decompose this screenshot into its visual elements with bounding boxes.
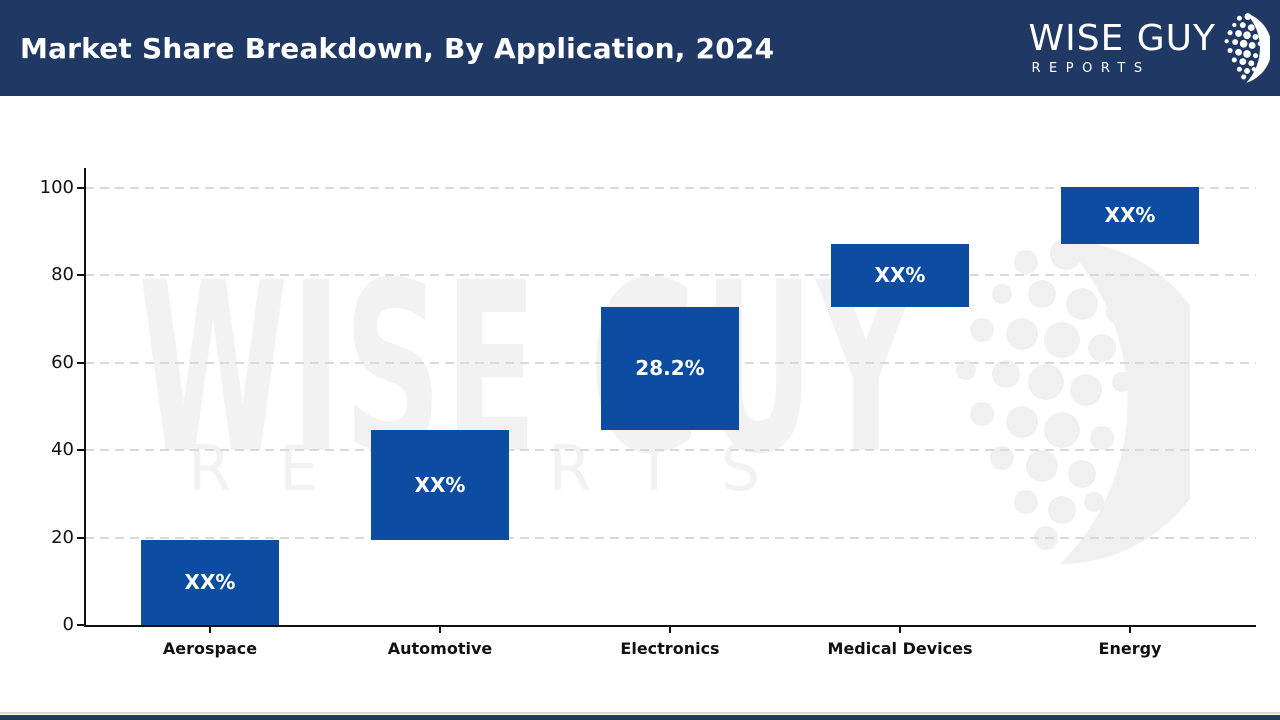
x-axis-label-aerospace: Aerospace <box>162 639 258 658</box>
watermark-head-icon <box>956 238 1190 564</box>
y-axis-tick <box>77 624 85 626</box>
gridline-100 <box>85 186 1256 189</box>
y-axis-tick-label: 40 <box>51 439 74 460</box>
x-axis-tick <box>1129 625 1131 633</box>
watermark-wordmark: WISE GUY <box>138 233 918 506</box>
gridline-80 <box>85 274 1256 276</box>
x-axis-tick <box>209 625 211 633</box>
y-axis-tick-label: 100 <box>39 176 74 198</box>
bar-medical-devices: XX% <box>831 243 969 307</box>
bar-value-label-electronics: 28.2% <box>635 356 705 381</box>
x-axis-label-electronics: Electronics <box>620 639 720 658</box>
y-axis-tick <box>77 361 85 364</box>
y-axis-tick <box>77 536 85 539</box>
y-axis-tick <box>77 449 85 451</box>
y-axis-line <box>84 168 86 627</box>
chart-title: Market Share Breakdown, By Application, … <box>20 31 775 65</box>
bar-energy: XX% <box>1061 186 1199 244</box>
y-axis-tick-label: 60 <box>51 351 74 373</box>
bar-aerospace: XX% <box>141 539 279 625</box>
bar-automotive: XX% <box>371 429 509 540</box>
wiseguy-logo: WISE GUY REPORTS <box>1028 6 1270 90</box>
header: Market Share Breakdown, By Application, … <box>0 0 1280 96</box>
x-axis-label-medical-devices: Medical Devices <box>827 639 973 658</box>
footer-accent-bar <box>0 715 1280 720</box>
logo-text: WISE GUY REPORTS <box>1028 18 1217 76</box>
bar-value-label-aerospace: XX% <box>184 570 236 595</box>
bar-value-label-automotive: XX% <box>414 472 466 497</box>
logo-wordmark: WISE GUY <box>1028 18 1216 59</box>
gridline-40 <box>85 449 1256 451</box>
y-axis-tick-label: 0 <box>62 614 74 635</box>
x-axis-label-energy: Energy <box>1098 639 1162 658</box>
y-axis-tick-label: 80 <box>51 264 74 285</box>
y-axis-tick <box>77 186 85 189</box>
logo-head-icon <box>1224 13 1270 83</box>
x-axis-tick <box>439 625 441 633</box>
x-axis-label-automotive: Automotive <box>387 639 493 658</box>
logo-subtitle: REPORTS <box>1031 61 1151 76</box>
x-axis-tick <box>899 625 901 633</box>
y-axis-tick-label: 20 <box>51 526 74 548</box>
footer-divider <box>0 712 1280 714</box>
bar-value-label-energy: XX% <box>1104 203 1156 228</box>
x-axis-tick <box>669 625 671 633</box>
bar-electronics: 28.2% <box>601 306 739 430</box>
bar-value-label-medical-devices: XX% <box>874 263 926 287</box>
gridline-20 <box>85 536 1256 539</box>
y-axis-tick <box>77 274 85 276</box>
